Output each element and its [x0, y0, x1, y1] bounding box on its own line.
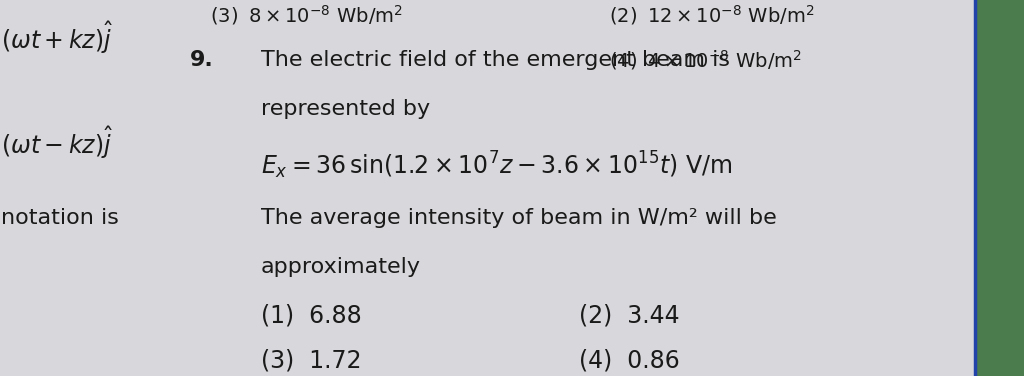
Text: $(4)\;\; 4 \times 10^{-8}$ Wb/m$^2$: $(4)\;\; 4 \times 10^{-8}$ Wb/m$^2$: [609, 49, 803, 72]
Text: approximately: approximately: [261, 257, 421, 277]
Text: $(\omega t + kz)\hat{j}$: $(\omega t + kz)\hat{j}$: [1, 20, 114, 56]
Text: represented by: represented by: [261, 99, 430, 119]
Text: $(2)\;\; 12 \times 10^{-8}$ Wb/m$^2$: $(2)\;\; 12 \times 10^{-8}$ Wb/m$^2$: [609, 3, 815, 27]
Text: $(3)\;\; 8 \times 10^{-8}$ Wb/m$^2$: $(3)\;\; 8 \times 10^{-8}$ Wb/m$^2$: [210, 3, 403, 27]
Text: (3)  1.72: (3) 1.72: [261, 349, 361, 373]
Text: $(\omega t - kz)\hat{j}$: $(\omega t - kz)\hat{j}$: [1, 125, 114, 161]
Text: The electric field of the emergent beam is: The electric field of the emergent beam …: [261, 50, 730, 70]
Text: $E_x = 36\,\sin(1.2 \times 10^7 z - 3.6 \times 10^{15} t)$ V/m: $E_x = 36\,\sin(1.2 \times 10^7 z - 3.6 …: [261, 150, 732, 181]
Bar: [975, 0, 1024, 376]
Text: notation is: notation is: [1, 208, 119, 228]
Text: The average intensity of beam in W/m² will be: The average intensity of beam in W/m² wi…: [261, 208, 777, 228]
Text: (4)  0.86: (4) 0.86: [579, 349, 679, 373]
Text: (1)  6.88: (1) 6.88: [261, 303, 361, 327]
Text: 9.: 9.: [189, 50, 213, 70]
Text: (2)  3.44: (2) 3.44: [579, 303, 679, 327]
